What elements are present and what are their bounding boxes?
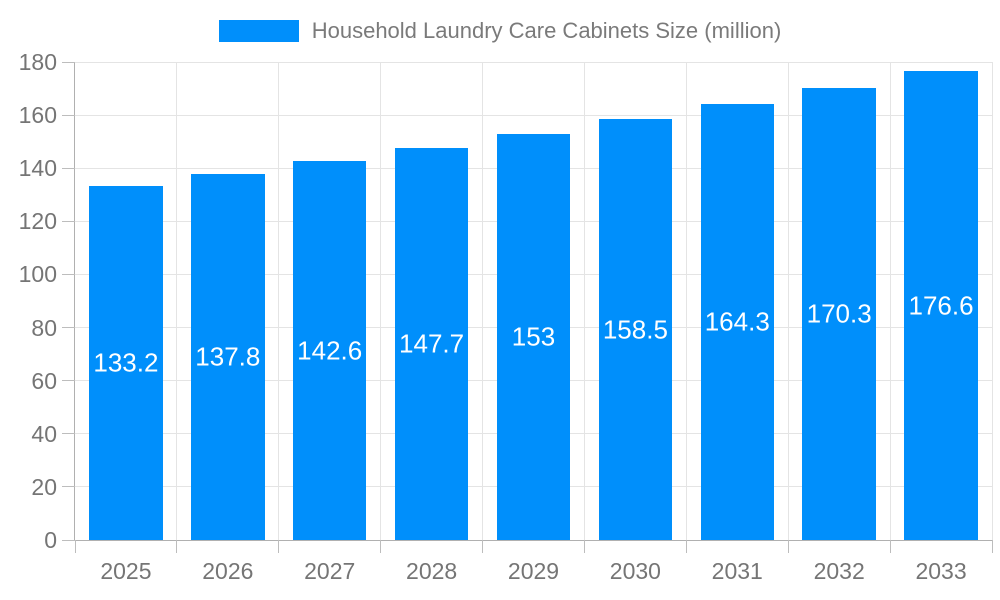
x-axis-tick-label: 2030 [609,558,661,584]
bar[interactable]: 133.2 [89,186,163,540]
x-axis-tick [685,540,687,553]
legend-label: Household Laundry Care Cabinets Size (mi… [311,18,782,43]
x-axis-tick-label: 2032 [813,558,865,584]
bar-value-label: 137.8 [195,341,261,372]
y-axis-tick [62,380,75,382]
x-axis-tick [482,540,484,553]
x-axis-tick [278,540,280,553]
y-axis-tick-label: 180 [18,49,57,75]
bar-value-label: 170.3 [806,298,872,329]
x-axis-tick-label: 2033 [915,558,967,584]
bar[interactable]: 137.8 [191,174,265,540]
x-axis-tick [787,540,789,553]
bar-value-label: 158.5 [602,314,668,345]
y-axis-tick-label: 100 [18,261,57,288]
y-axis-tick-label: 20 [31,473,57,500]
gridline-vertical [787,62,789,540]
bar-value-label: 147.7 [399,328,465,359]
y-axis-tick-label: 60 [31,367,57,394]
x-axis-tick-label: 2031 [711,558,763,584]
legend[interactable]: Household Laundry Care Cabinets Size (mi… [0,15,1000,47]
bar[interactable]: 164.3 [700,103,774,540]
x-axis-tick [74,540,76,553]
bar[interactable]: 170.3 [802,87,876,540]
bar[interactable]: 153 [496,133,571,540]
x-axis-tick [889,540,891,553]
x-axis-tick-label: 2028 [406,558,458,584]
gridline-horizontal [75,61,992,63]
y-axis-tick [62,273,75,275]
x-axis-tick-label: 2029 [507,558,560,584]
gridline-vertical [889,62,891,540]
x-axis-tick [991,540,993,553]
x-axis-tick [380,540,382,553]
y-axis-tick-label: 80 [31,314,57,341]
y-axis-tick-label: 140 [18,155,57,182]
bar-value-label: 153 [511,321,556,352]
y-axis-tick-label: 160 [18,102,57,129]
gridline-vertical [278,62,280,540]
y-axis-tick [62,167,75,169]
bar-value-label: 164.3 [704,306,770,337]
gridline-vertical [482,62,484,540]
bar-value-label: 133.2 [93,347,159,378]
gridline-vertical [380,62,382,540]
gridline-vertical [583,62,585,540]
bar[interactable]: 158.5 [598,119,673,540]
y-axis-tick-label: 0 [44,527,57,553]
gridline-horizontal [75,114,992,116]
y-axis-tick [62,114,75,116]
bar-value-label: 176.6 [908,290,974,321]
y-axis-tick [62,486,75,488]
y-axis-tick [62,61,75,63]
x-axis-tick-label: 2026 [202,558,254,584]
y-axis-tick [62,220,75,222]
y-axis-tick-label: 40 [31,420,57,447]
x-axis-tick-label: 2025 [100,558,152,584]
legend-swatch-icon [218,20,299,42]
gridline-vertical [685,62,687,540]
x-axis-tick [176,540,178,553]
bar[interactable]: 142.6 [293,161,367,540]
y-axis-tick [62,327,75,329]
bar-value-label: 142.6 [297,335,363,366]
x-axis-tick-label: 2027 [304,558,356,584]
y-axis-tick-label: 120 [18,208,57,235]
bar[interactable]: 176.6 [904,71,978,540]
y-axis-tick [62,433,75,435]
gridline-vertical [991,62,993,540]
bar[interactable]: 147.7 [394,147,469,540]
gridline-vertical [176,62,178,540]
x-axis-tick [583,540,585,553]
plot-area: 0 20 40 60 80 100 120 140 160 180 2025 2026 2027 2028… [19,49,993,584]
y-axis-tick [62,539,75,541]
